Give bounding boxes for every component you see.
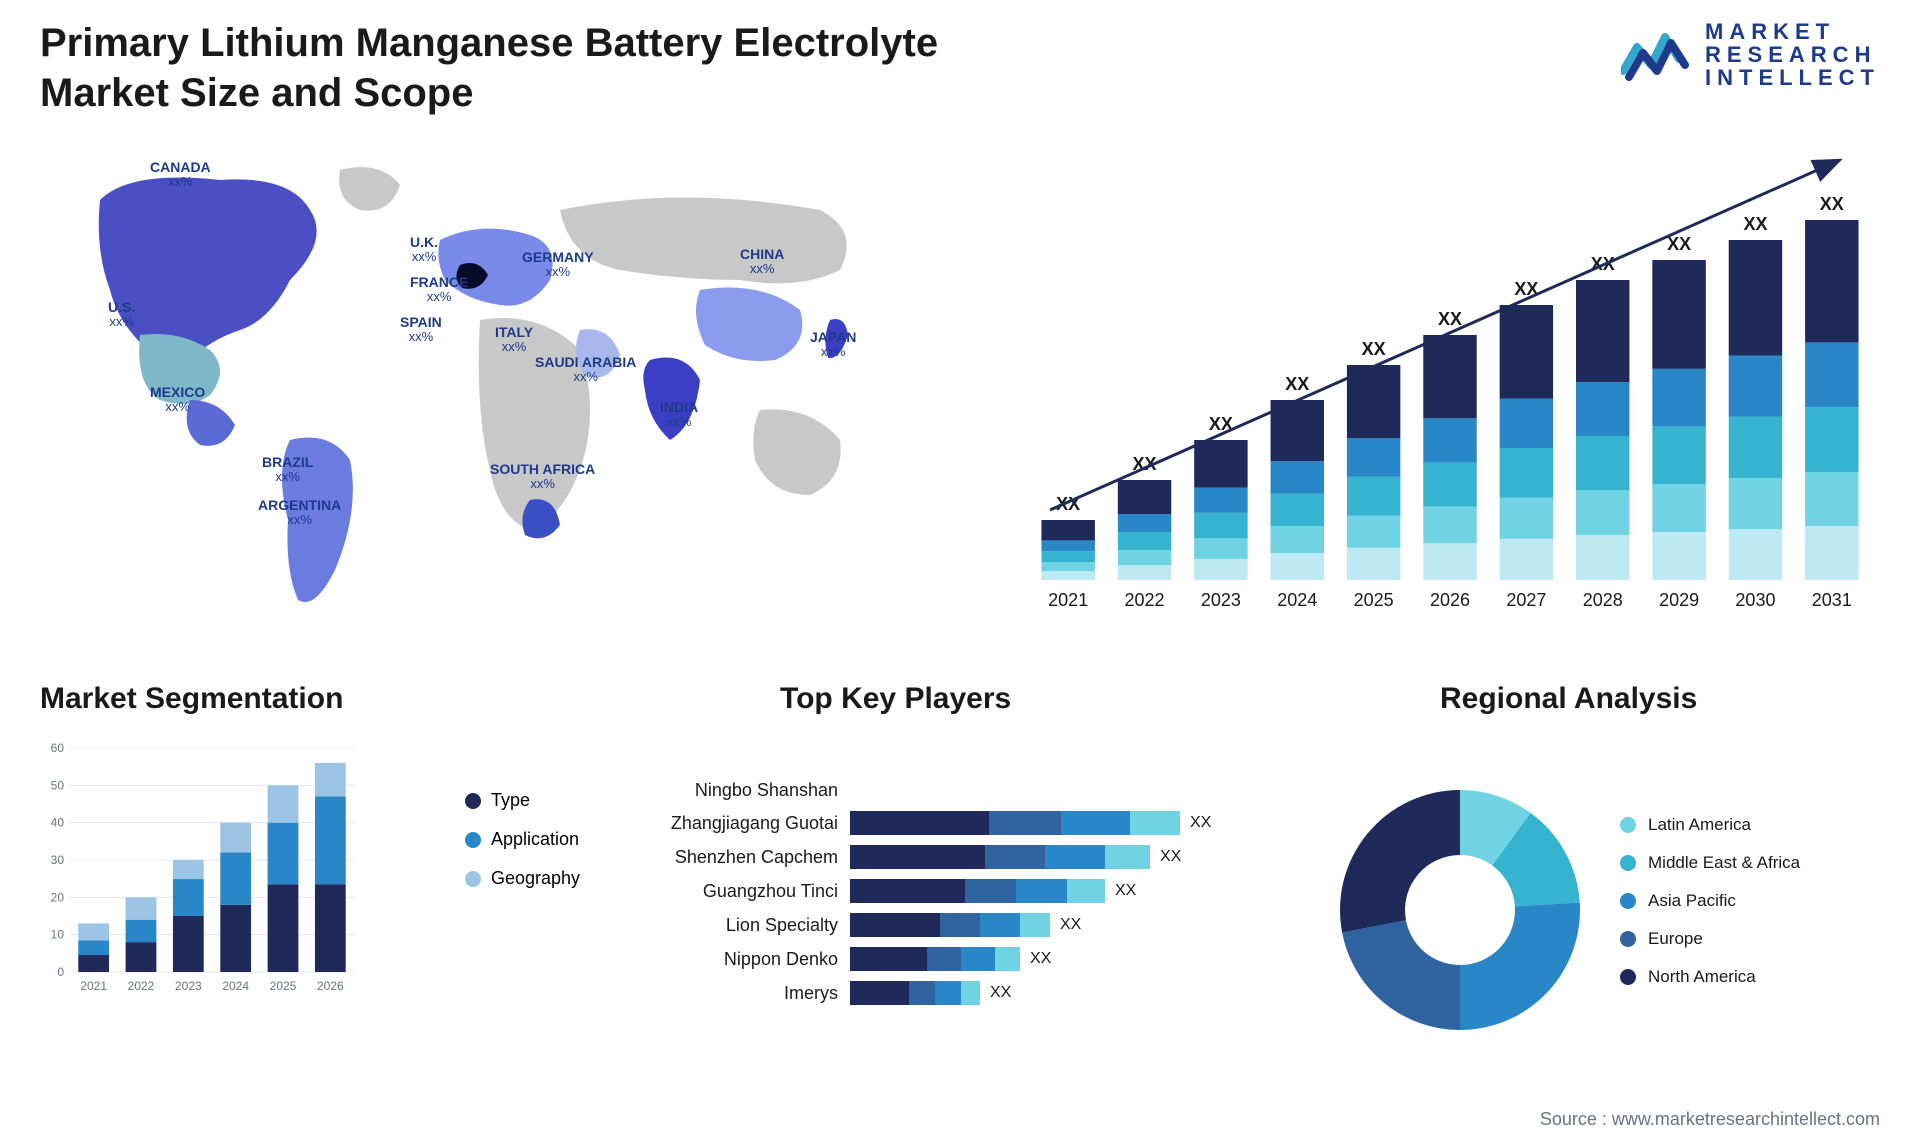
main-growth-chart: XX2021XX2022XX2023XX2024XX2025XX2026XX20… [1000, 150, 1880, 630]
source-label: Source : www.marketresearchintellect.com [1540, 1109, 1880, 1130]
region-legend-item: Europe [1620, 929, 1800, 949]
country-label-japan: JAPANxx% [810, 330, 856, 360]
logo-mark-icon [1621, 29, 1691, 81]
svg-text:2022: 2022 [128, 979, 155, 993]
svg-text:50: 50 [51, 778, 65, 792]
country-label-italy: ITALYxx% [495, 325, 533, 355]
country-label-india: INDIAxx% [660, 400, 698, 430]
region-legend-item: Asia Pacific [1620, 891, 1800, 911]
main-growth-chart-svg: XX2021XX2022XX2023XX2024XX2025XX2026XX20… [1000, 150, 1880, 630]
player-row: Ningbo Shanshan [640, 780, 1280, 801]
svg-text:2021: 2021 [80, 979, 107, 993]
player-row: ImerysXX [640, 981, 1280, 1005]
svg-text:2024: 2024 [1277, 590, 1317, 610]
country-label-germany: GERMANYxx% [522, 250, 594, 280]
world-map: CANADAxx% U.S.xx% MEXICOxx% BRAZILxx% ARGENT… [40, 150, 920, 630]
region-legend-item: North America [1620, 967, 1800, 987]
logo-text-1: MARKET [1705, 20, 1880, 43]
svg-text:20: 20 [51, 890, 65, 904]
country-label-u-k-: U.K.xx% [410, 235, 438, 265]
svg-text:XX: XX [1362, 339, 1386, 359]
player-row: Shenzhen CapchemXX [640, 845, 1280, 869]
svg-text:2030: 2030 [1735, 590, 1775, 610]
svg-text:2021: 2021 [1048, 590, 1088, 610]
svg-text:2029: 2029 [1659, 590, 1699, 610]
country-label-china: CHINAxx% [740, 247, 784, 277]
svg-text:30: 30 [51, 853, 65, 867]
logo-text-3: INTELLECT [1705, 66, 1880, 89]
country-label-u-s-: U.S.xx% [108, 300, 135, 330]
svg-text:2022: 2022 [1125, 590, 1165, 610]
regional-donut-chart [1330, 780, 1590, 1040]
country-label-canada: CANADAxx% [150, 160, 211, 190]
seg-legend-item: Application [465, 829, 580, 850]
regional-legend: Latin America Middle East & Africa Asia Pa… [1620, 815, 1800, 1005]
svg-text:60: 60 [51, 741, 65, 755]
seg-legend-item: Geography [465, 868, 580, 889]
segmentation-chart: 0 10 20 30 40 50 60 2021 2022 2023 2024 2025 2026 [40, 740, 360, 1000]
country-label-spain: SPAINxx% [400, 315, 442, 345]
regional-section: Regional Analysis Latin AmericaMiddle Ea… [1330, 730, 1880, 1070]
svg-text:10: 10 [51, 928, 65, 942]
svg-text:2023: 2023 [1201, 590, 1241, 610]
seg-legend-item: Type [465, 790, 580, 811]
svg-text:XX: XX [1743, 214, 1767, 234]
svg-text:0: 0 [57, 965, 64, 979]
svg-text:XX: XX [1438, 309, 1462, 329]
segmentation-section: Market Segmentation 01020304050602021202… [40, 730, 580, 1070]
brand-logo: MARKET RESEARCH INTELLECT [1621, 20, 1880, 89]
country-label-saudi-arabia: SAUDI ARABIAxx% [535, 355, 636, 385]
players-heading: Top Key Players [780, 682, 1011, 716]
player-row: Guangzhou TinciXX [640, 879, 1280, 903]
segmentation-legend: Type Application Geography [465, 790, 580, 907]
country-label-mexico: MEXICOxx% [150, 385, 205, 415]
page-title: Primary Lithium Manganese Battery Electr… [40, 18, 1000, 118]
player-row: Nippon DenkoXX [640, 947, 1280, 971]
logo-text-2: RESEARCH [1705, 43, 1880, 66]
svg-text:2026: 2026 [317, 979, 344, 993]
region-legend-item: Latin America [1620, 815, 1800, 835]
svg-text:XX: XX [1667, 234, 1691, 254]
svg-text:2027: 2027 [1506, 590, 1546, 610]
svg-text:2025: 2025 [270, 979, 297, 993]
svg-text:2023: 2023 [175, 979, 202, 993]
segmentation-heading: Market Segmentation [40, 682, 343, 716]
svg-text:2031: 2031 [1812, 590, 1852, 610]
country-label-south-africa: SOUTH AFRICAxx% [490, 462, 595, 492]
player-row: Zhangjiagang GuotaiXX [640, 811, 1280, 835]
country-label-argentina: ARGENTINAxx% [258, 498, 341, 528]
players-list: Ningbo Shanshan Zhangjiagang GuotaiXX Shen… [640, 780, 1280, 1015]
svg-text:2026: 2026 [1430, 590, 1470, 610]
svg-text:2024: 2024 [222, 979, 249, 993]
svg-text:2028: 2028 [1583, 590, 1623, 610]
key-players-section: Top Key Players Ningbo ShanshanZhangjiag… [640, 730, 1280, 1070]
svg-text:XX: XX [1820, 194, 1844, 214]
regional-heading: Regional Analysis [1440, 682, 1697, 716]
player-row: Lion SpecialtyXX [640, 913, 1280, 937]
svg-text:XX: XX [1285, 374, 1309, 394]
country-label-brazil: BRAZILxx% [262, 455, 313, 485]
region-legend-item: Middle East & Africa [1620, 853, 1800, 873]
country-label-france: FRANCExx% [410, 275, 468, 305]
svg-text:40: 40 [51, 816, 65, 830]
svg-text:2025: 2025 [1354, 590, 1394, 610]
